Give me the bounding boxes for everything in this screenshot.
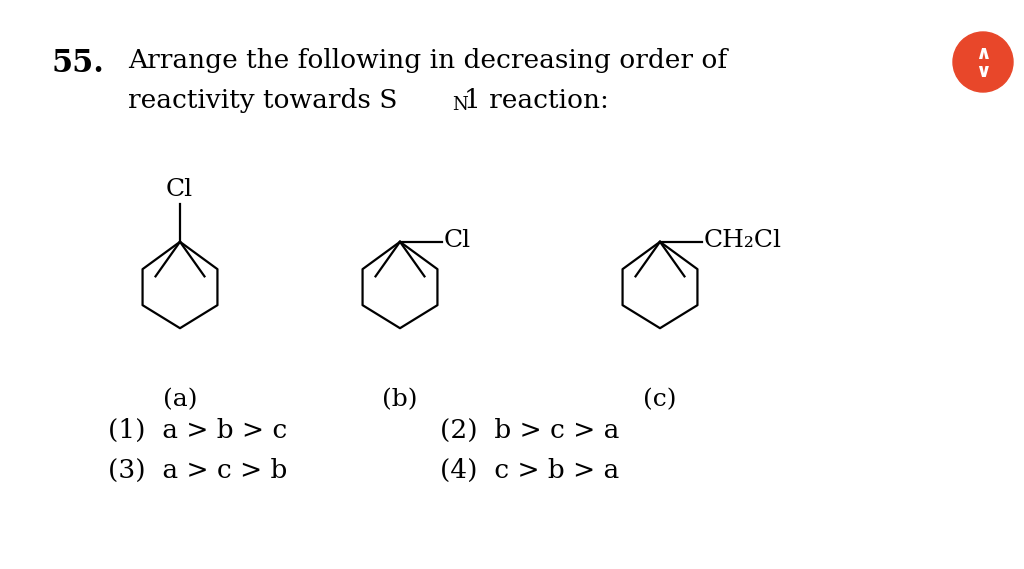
Text: (1)  a > b > c: (1) a > b > c bbox=[108, 418, 288, 443]
Text: Cl: Cl bbox=[166, 178, 194, 201]
Text: N: N bbox=[452, 96, 468, 114]
Text: (4)  c > b > a: (4) c > b > a bbox=[440, 458, 620, 483]
Text: Arrange the following in decreasing order of: Arrange the following in decreasing orde… bbox=[128, 48, 727, 73]
Circle shape bbox=[953, 32, 1013, 92]
Text: (2)  b > c > a: (2) b > c > a bbox=[440, 418, 620, 443]
Text: (3)  a > c > b: (3) a > c > b bbox=[108, 458, 288, 483]
Text: ∨: ∨ bbox=[975, 61, 991, 80]
Text: CH₂Cl: CH₂Cl bbox=[705, 229, 782, 252]
Text: (c): (c) bbox=[643, 388, 677, 411]
Text: (b): (b) bbox=[382, 388, 418, 411]
Text: 55.: 55. bbox=[52, 48, 104, 79]
Text: 1 reaction:: 1 reaction: bbox=[464, 88, 609, 113]
Text: Cl: Cl bbox=[444, 229, 471, 252]
Text: ∧: ∧ bbox=[975, 43, 991, 63]
Text: (a): (a) bbox=[163, 388, 198, 411]
Text: reactivity towards S: reactivity towards S bbox=[128, 88, 397, 113]
